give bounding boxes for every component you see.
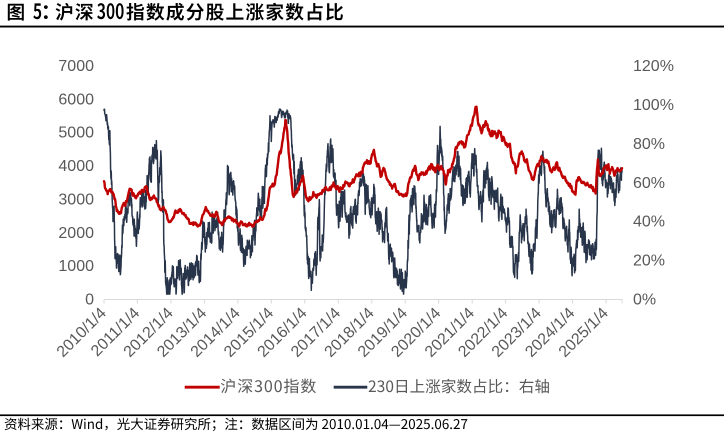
svg-text:100%: 100%: [633, 97, 674, 114]
svg-text:20%: 20%: [633, 253, 665, 270]
svg-text:6000: 6000: [58, 91, 94, 108]
svg-text:80%: 80%: [633, 136, 665, 153]
svg-text:5000: 5000: [58, 125, 94, 142]
svg-text:120%: 120%: [633, 58, 674, 75]
svg-text:0%: 0%: [633, 292, 656, 309]
svg-text:2000: 2000: [58, 225, 94, 242]
svg-text:0: 0: [85, 292, 94, 309]
svg-text:1000: 1000: [58, 258, 94, 275]
svg-text:4000: 4000: [58, 158, 94, 175]
svg-text:60%: 60%: [633, 175, 665, 192]
svg-text:40%: 40%: [633, 214, 665, 231]
svg-text:3000: 3000: [58, 191, 94, 208]
svg-text:7000: 7000: [58, 58, 94, 75]
